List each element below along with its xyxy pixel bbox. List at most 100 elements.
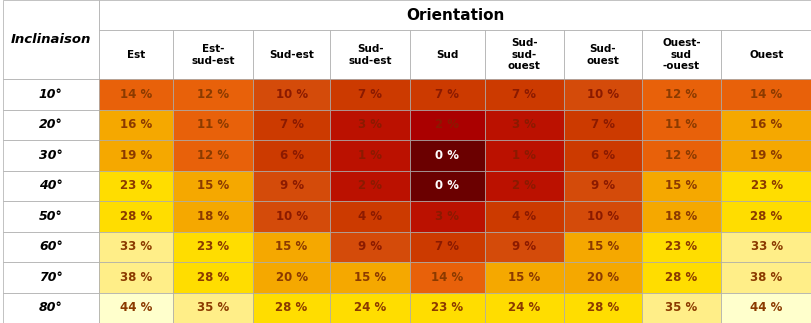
Bar <box>410 232 484 262</box>
Text: 3 %: 3 % <box>358 119 382 131</box>
Text: 23 %: 23 % <box>749 179 782 193</box>
Text: 23 %: 23 % <box>664 240 697 253</box>
Bar <box>330 262 410 293</box>
Bar <box>641 201 720 232</box>
Text: 4 %: 4 % <box>512 210 535 223</box>
Bar <box>252 232 330 262</box>
Bar <box>98 293 173 323</box>
Text: 2 %: 2 % <box>435 119 459 131</box>
Text: 16 %: 16 % <box>749 119 782 131</box>
Text: 70°: 70° <box>39 271 62 284</box>
Bar <box>3 110 98 140</box>
Text: 15 %: 15 % <box>354 271 386 284</box>
Text: 12 %: 12 % <box>664 149 697 162</box>
Text: 10 %: 10 % <box>586 88 618 101</box>
Bar <box>98 79 173 110</box>
Text: 7 %: 7 % <box>435 88 459 101</box>
Bar <box>330 293 410 323</box>
Text: 15 %: 15 % <box>586 240 618 253</box>
Text: 2 %: 2 % <box>512 179 535 193</box>
Text: 1 %: 1 % <box>512 149 535 162</box>
Bar <box>173 171 252 201</box>
Text: Sud-
sud-est: Sud- sud-est <box>348 44 392 66</box>
Bar <box>564 293 641 323</box>
Bar <box>98 110 173 140</box>
Bar <box>3 201 98 232</box>
Text: 16 %: 16 % <box>120 119 152 131</box>
Bar <box>98 0 811 30</box>
Bar <box>564 140 641 171</box>
Bar <box>410 30 484 79</box>
Text: 28 %: 28 % <box>749 210 782 223</box>
Text: 1 %: 1 % <box>358 149 382 162</box>
Text: 30°: 30° <box>39 149 62 162</box>
Bar <box>3 140 98 171</box>
Text: 11 %: 11 % <box>664 119 697 131</box>
Bar <box>98 30 173 79</box>
Bar <box>252 79 330 110</box>
Text: 11 %: 11 % <box>196 119 229 131</box>
Text: Sud-
ouest: Sud- ouest <box>586 44 619 66</box>
Bar <box>252 30 330 79</box>
Text: 12 %: 12 % <box>196 88 229 101</box>
Text: 19 %: 19 % <box>749 149 782 162</box>
Bar <box>98 171 173 201</box>
Text: Inclinaison: Inclinaison <box>11 33 91 46</box>
Bar <box>3 171 98 201</box>
Bar <box>564 171 641 201</box>
Bar <box>484 262 564 293</box>
Bar <box>484 293 564 323</box>
Bar <box>410 293 484 323</box>
Text: Ouest: Ouest <box>749 50 783 60</box>
Bar <box>641 110 720 140</box>
Bar <box>98 232 173 262</box>
Bar <box>641 232 720 262</box>
Text: 20 %: 20 % <box>586 271 618 284</box>
Text: 12 %: 12 % <box>196 149 229 162</box>
Text: Est-
sud-est: Est- sud-est <box>191 44 234 66</box>
Bar <box>173 201 252 232</box>
Text: 9 %: 9 % <box>512 240 535 253</box>
Bar <box>484 110 564 140</box>
Text: 12 %: 12 % <box>664 88 697 101</box>
Bar <box>641 262 720 293</box>
Bar <box>330 110 410 140</box>
Bar <box>720 110 811 140</box>
Text: 7 %: 7 % <box>279 119 303 131</box>
Text: 23 %: 23 % <box>196 240 229 253</box>
Bar <box>564 201 641 232</box>
Text: 7 %: 7 % <box>512 88 535 101</box>
Text: 24 %: 24 % <box>354 301 386 314</box>
Text: Orientation: Orientation <box>406 8 504 23</box>
Bar <box>173 30 252 79</box>
Text: 9 %: 9 % <box>279 179 303 193</box>
Bar <box>330 140 410 171</box>
Text: 44 %: 44 % <box>749 301 782 314</box>
Bar <box>484 30 564 79</box>
Text: 28 %: 28 % <box>275 301 307 314</box>
Text: 9 %: 9 % <box>590 179 614 193</box>
Text: 38 %: 38 % <box>749 271 782 284</box>
Text: 20 %: 20 % <box>275 271 307 284</box>
Bar <box>410 79 484 110</box>
Text: 18 %: 18 % <box>196 210 229 223</box>
Bar <box>720 232 811 262</box>
Text: 60°: 60° <box>39 240 62 253</box>
Text: 23 %: 23 % <box>120 179 152 193</box>
Bar <box>410 201 484 232</box>
Text: 14 %: 14 % <box>120 88 152 101</box>
Bar <box>252 201 330 232</box>
Text: 15 %: 15 % <box>275 240 307 253</box>
Text: 33 %: 33 % <box>120 240 152 253</box>
Text: 28 %: 28 % <box>196 271 229 284</box>
Text: 19 %: 19 % <box>120 149 152 162</box>
Bar <box>641 79 720 110</box>
Text: 0 %: 0 % <box>435 179 459 193</box>
Bar <box>98 201 173 232</box>
Bar <box>252 262 330 293</box>
Bar <box>98 140 173 171</box>
Bar <box>564 79 641 110</box>
Bar <box>410 140 484 171</box>
Text: 28 %: 28 % <box>120 210 152 223</box>
Bar <box>173 262 252 293</box>
